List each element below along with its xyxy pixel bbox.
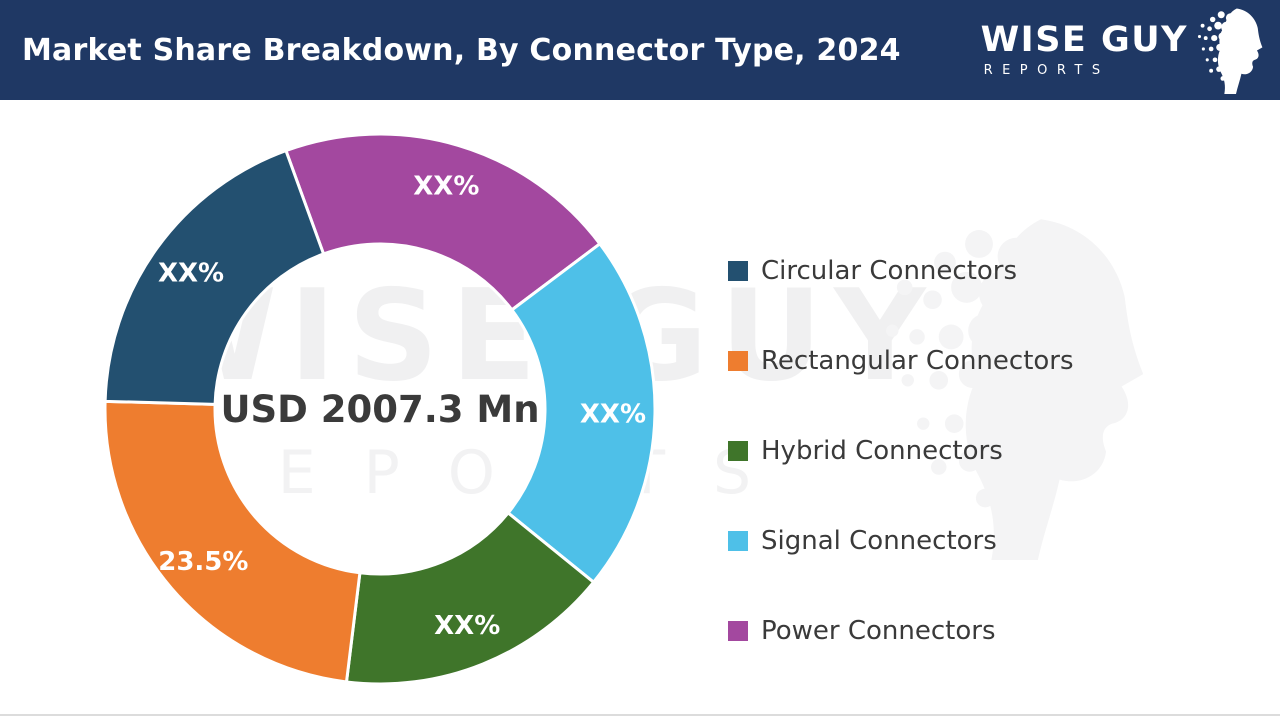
legend-swatch: [728, 531, 748, 551]
legend-swatch: [728, 441, 748, 461]
legend-item: Power Connectors: [728, 586, 1074, 676]
segment-value-label: XX%: [413, 172, 479, 202]
segment-value-label: XX%: [580, 399, 646, 429]
donut-segment-hybrid-connectors: [344, 511, 596, 686]
brand-logo: WISE GUY REPORTS: [981, 7, 1268, 94]
legend-label: Power Connectors: [761, 616, 996, 646]
legend-swatch: [728, 621, 748, 641]
brand-name: WISE GUY: [980, 19, 1188, 60]
legend-label: Hybrid Connectors: [761, 436, 1003, 466]
legend-item: Rectangular Connectors: [728, 316, 1074, 406]
brand-face-icon: [1197, 8, 1263, 94]
brand-logo-text: WISE GUY REPORTS: [980, 19, 1188, 78]
segment-value-label: 23.5%: [158, 547, 248, 577]
donut-segment-power-connectors: [284, 132, 602, 312]
legend-label: Circular Connectors: [761, 256, 1018, 286]
legend-item: Circular Connectors: [728, 226, 1074, 316]
legend: Circular Connectors Rectangular Connector…: [728, 226, 1074, 676]
donut-segment-rectangular-connectors: [103, 399, 362, 684]
watermark-brand-subtext: REPORTS: [188, 438, 800, 508]
segment-value-label: XX%: [434, 611, 500, 641]
segment-value-label: XX%: [158, 259, 224, 289]
legend-item: Signal Connectors: [728, 496, 1074, 586]
brand-subname: REPORTS: [983, 62, 1110, 78]
legend-label: Signal Connectors: [761, 526, 997, 556]
donut-segment-signal-connectors: [506, 242, 657, 584]
legend-swatch: [728, 261, 748, 281]
footer-divider: [0, 714, 1280, 716]
donut-segment-circular-connectors: [103, 149, 326, 406]
legend-label: Rectangular Connectors: [761, 346, 1074, 376]
legend-swatch: [728, 351, 748, 371]
header-bar: Market Share Breakdown, By Connector Typ…: [0, 0, 1280, 100]
donut-center-value: USD 2007.3 Mn: [220, 388, 539, 431]
page-title: Market Share Breakdown, By Connector Typ…: [22, 32, 901, 68]
legend-item: Hybrid Connectors: [728, 406, 1074, 496]
